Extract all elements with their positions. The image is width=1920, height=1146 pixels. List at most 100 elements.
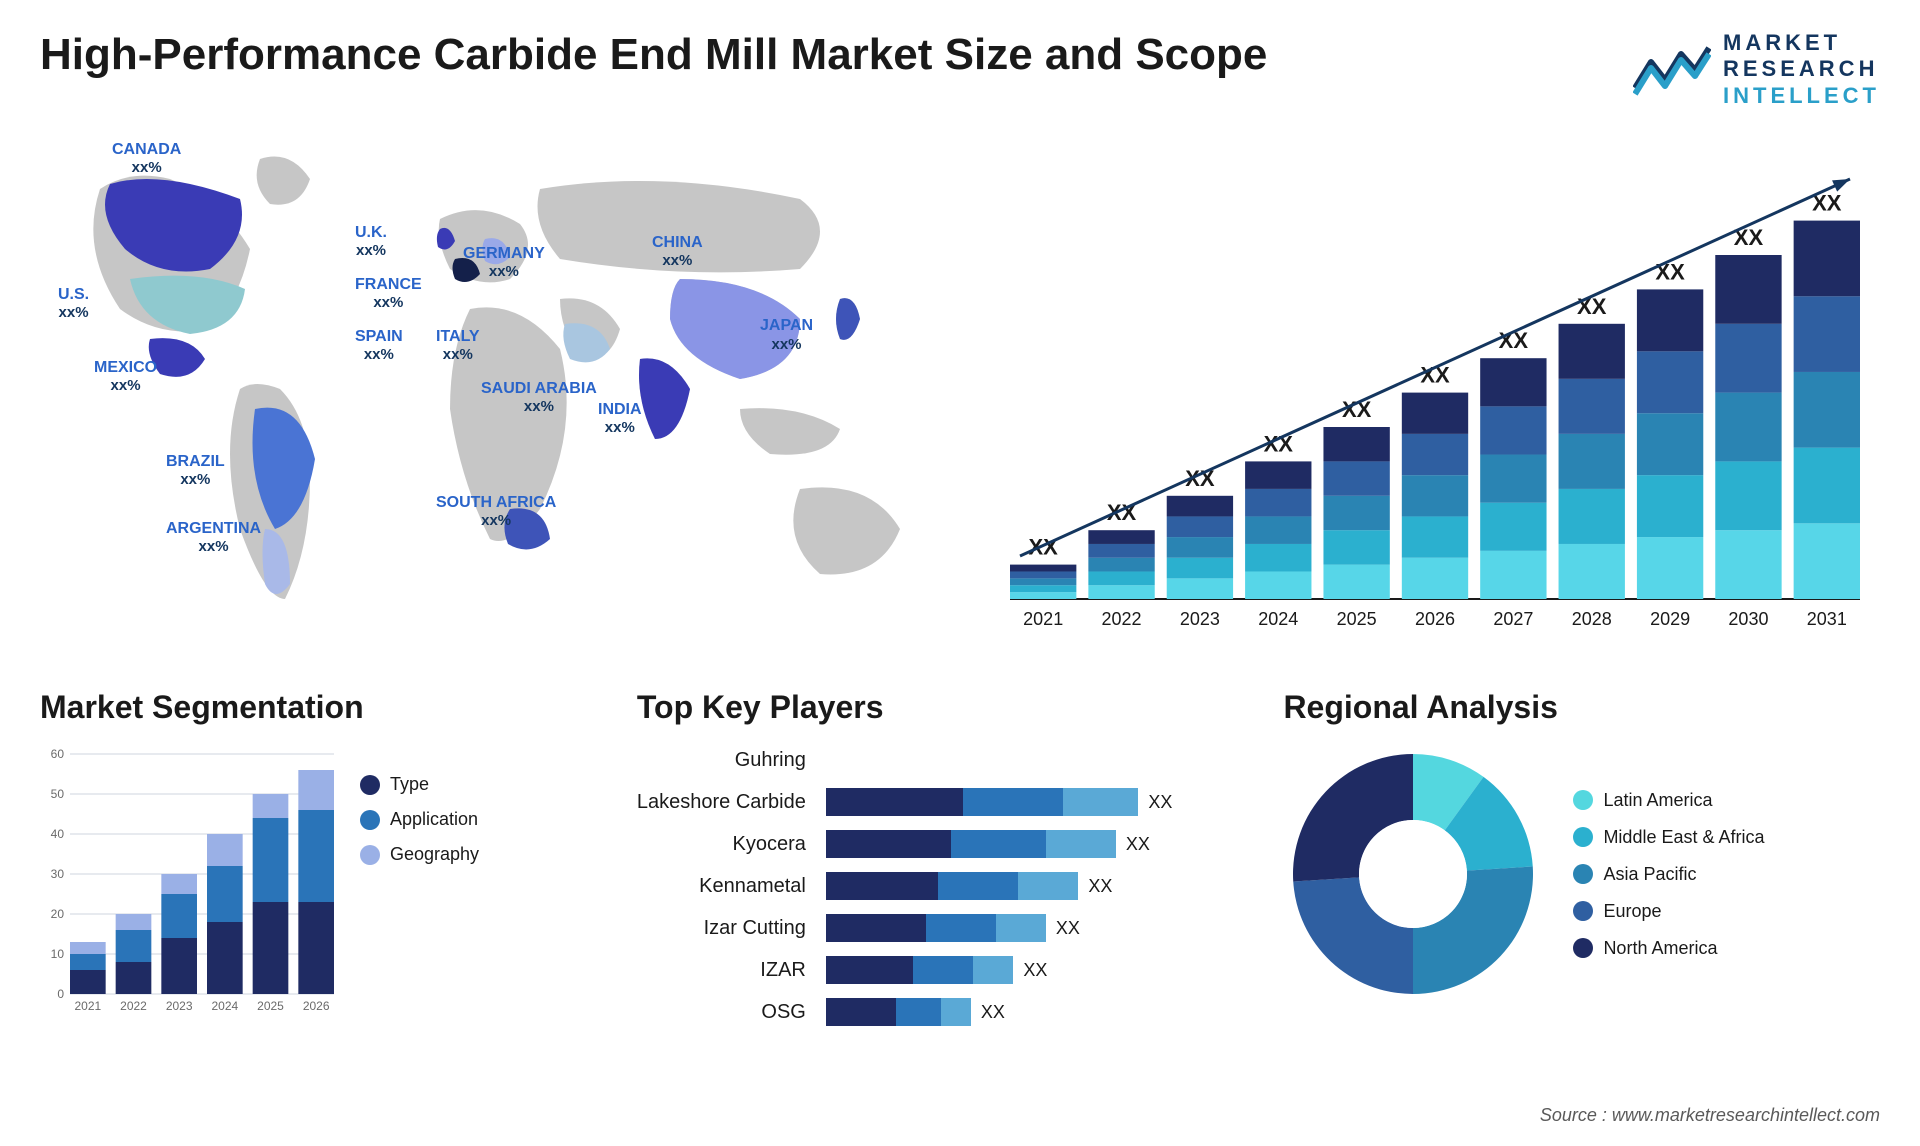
svg-text:XX: XX (1342, 397, 1372, 422)
legend-dot-icon (1573, 901, 1593, 921)
segmentation-title: Market Segmentation (40, 689, 587, 726)
svg-text:2024: 2024 (211, 999, 238, 1013)
legend-item: Application (360, 809, 479, 830)
country-label-saudi: SAUDI ARABIAxx% (481, 379, 597, 416)
country-name: JAPAN (760, 316, 813, 335)
regional-donut-svg (1283, 744, 1543, 1004)
svg-text:2021: 2021 (1023, 609, 1063, 629)
country-name: MEXICO (94, 358, 157, 377)
svg-text:2030: 2030 (1728, 609, 1768, 629)
svg-text:30: 30 (51, 867, 65, 881)
country-name: ARGENTINA (166, 519, 261, 538)
key-players-labels: GuhringLakeshore CarbideKyoceraKennameta… (637, 744, 806, 1028)
country-name: INDIA (598, 400, 642, 419)
svg-text:2026: 2026 (1415, 609, 1455, 629)
legend-dot-icon (1573, 864, 1593, 884)
svg-text:60: 60 (51, 747, 65, 761)
country-value: xx% (760, 336, 813, 354)
country-value: xx% (598, 419, 642, 437)
key-player-name: Kyocera (637, 828, 806, 860)
legend-dot-icon (1573, 938, 1593, 958)
source-attribution: Source : www.marketresearchintellect.com (1540, 1105, 1880, 1126)
country-value: xx% (355, 294, 422, 312)
legend-label: Asia Pacific (1603, 864, 1696, 885)
svg-text:XX: XX (1655, 260, 1685, 285)
svg-text:0: 0 (57, 987, 64, 1001)
spacer (826, 744, 1173, 776)
bottom-row: Market Segmentation 01020304050602021202… (40, 689, 1880, 1028)
market-size-chart-svg: XX2021XX2022XX2023XX2024XX2025XX2026XX20… (980, 129, 1880, 649)
country-value: xx% (58, 304, 89, 322)
svg-text:40: 40 (51, 827, 65, 841)
country-value: xx% (94, 377, 157, 395)
key-player-bar-segment (963, 788, 1063, 816)
legend-label: North America (1603, 938, 1717, 959)
key-player-bar-row: XX (826, 870, 1173, 902)
svg-text:XX: XX (1029, 535, 1059, 560)
svg-text:2024: 2024 (1258, 609, 1298, 629)
svg-text:10: 10 (51, 947, 65, 961)
country-value: xx% (355, 242, 387, 260)
key-player-bar (826, 956, 1014, 984)
logo-line-3: INTELLECT (1723, 83, 1880, 109)
key-player-bar-segment (938, 872, 1018, 900)
segmentation-legend: Type Application Geography (360, 744, 479, 1024)
key-player-bar-segment (826, 788, 964, 816)
key-player-bar-row: XX (826, 912, 1173, 944)
svg-text:2026: 2026 (303, 999, 330, 1013)
country-label-southafrica: SOUTH AFRICAxx% (436, 493, 556, 530)
key-player-bar-segment (951, 830, 1046, 858)
svg-text:2021: 2021 (74, 999, 101, 1013)
segmentation-panel: Market Segmentation 01020304050602021202… (40, 689, 587, 1028)
key-player-value: XX (981, 1002, 1005, 1023)
svg-text:50: 50 (51, 787, 65, 801)
legend-label: Middle East & Africa (1603, 827, 1764, 848)
country-name: U.K. (355, 223, 387, 242)
key-player-name: OSG (637, 996, 806, 1028)
country-value: xx% (166, 471, 225, 489)
key-player-bar-segment (1046, 830, 1116, 858)
regional-donut-chart (1283, 744, 1543, 1004)
country-name: SOUTH AFRICA (436, 493, 556, 512)
key-player-bar (826, 998, 971, 1026)
key-player-bar-segment (996, 914, 1046, 942)
country-name: SPAIN (355, 327, 403, 346)
country-name: CANADA (112, 140, 181, 159)
page-title: High-Performance Carbide End Mill Market… (40, 30, 1267, 80)
svg-text:2023: 2023 (166, 999, 193, 1013)
country-label-uk: U.K.xx% (355, 223, 387, 260)
market-size-chart: XX2021XX2022XX2023XX2024XX2025XX2026XX20… (980, 129, 1880, 649)
regional-title: Regional Analysis (1283, 689, 1880, 726)
country-label-france: FRANCExx% (355, 275, 422, 312)
key-player-bar (826, 872, 1079, 900)
key-players-title: Top Key Players (637, 689, 1234, 726)
country-value: xx% (355, 346, 403, 364)
svg-text:2022: 2022 (1102, 609, 1142, 629)
legend-dot-icon (1573, 790, 1593, 810)
country-name: SAUDI ARABIA (481, 379, 597, 398)
country-value: xx% (652, 252, 703, 270)
segmentation-chart: 0102030405060202120222023202420252026 (40, 744, 340, 1024)
world-map: CANADAxx%U.S.xx%MEXICOxx%BRAZILxx%ARGENT… (40, 129, 940, 649)
svg-text:2028: 2028 (1572, 609, 1612, 629)
country-label-canada: CANADAxx% (112, 140, 181, 177)
country-label-germany: GERMANYxx% (463, 244, 545, 281)
key-player-bar-segment (913, 956, 973, 984)
svg-text:2025: 2025 (257, 999, 284, 1013)
key-players-bars: XXXXXXXXXXXX (826, 744, 1173, 1028)
segmentation-chart-svg: 0102030405060202120222023202420252026 (40, 744, 340, 1024)
key-player-name: Lakeshore Carbide (637, 786, 806, 818)
legend-label: Type (390, 774, 429, 795)
legend-label: Geography (390, 844, 479, 865)
key-players-panel: Top Key Players Guhring Lakeshore Carbide… (637, 689, 1234, 1028)
key-player-bar-segment (896, 998, 941, 1026)
key-player-value: XX (1023, 960, 1047, 981)
key-player-name: Guhring (637, 744, 806, 776)
legend-label: Europe (1603, 901, 1661, 922)
logo-line-2: RESEARCH (1723, 56, 1880, 82)
svg-text:2023: 2023 (1180, 609, 1220, 629)
country-label-argentina: ARGENTINAxx% (166, 519, 261, 556)
country-name: GERMANY (463, 244, 545, 263)
key-player-name: Izar Cutting (637, 912, 806, 944)
key-player-bar-row: XX (826, 996, 1173, 1028)
